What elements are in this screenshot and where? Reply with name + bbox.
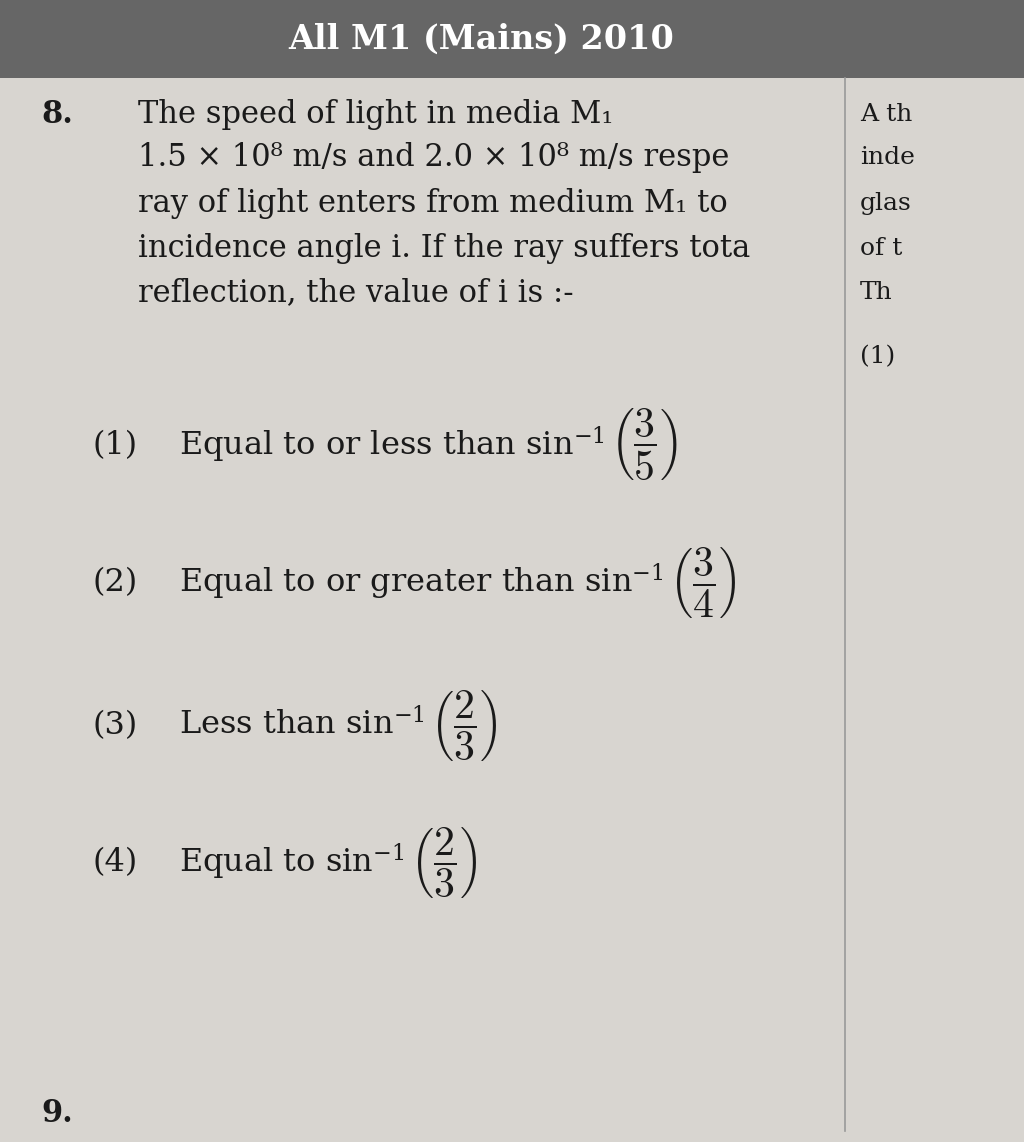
Text: reflection, the value of i is :-: reflection, the value of i is :- (138, 276, 573, 308)
Text: $\left(\dfrac{2}{3}\right)$: $\left(\dfrac{2}{3}\right)$ (430, 687, 498, 763)
Text: (2): (2) (92, 566, 137, 598)
Text: Equal to or greater than $\mathregular{sin^{-1}}$: Equal to or greater than $\mathregular{s… (179, 562, 664, 603)
Text: (4): (4) (92, 846, 137, 878)
Text: A th: A th (860, 103, 912, 126)
Text: $\left(\dfrac{2}{3}\right)$: $\left(\dfrac{2}{3}\right)$ (410, 825, 477, 900)
Text: $\left(\dfrac{3}{4}\right)$: $\left(\dfrac{3}{4}\right)$ (669, 545, 736, 620)
Text: 1.5 × 10⁸ m/s and 2.0 × 10⁸ m/s respe: 1.5 × 10⁸ m/s and 2.0 × 10⁸ m/s respe (138, 142, 730, 174)
Text: (1): (1) (92, 429, 137, 461)
Text: of t: of t (860, 238, 902, 260)
Text: Equal to or less than $\mathregular{sin^{-1}}$: Equal to or less than $\mathregular{sin^… (179, 425, 605, 466)
Text: incidence angle i. If the ray suffers tota: incidence angle i. If the ray suffers to… (138, 233, 751, 265)
Text: The speed of light in media M₁: The speed of light in media M₁ (138, 98, 613, 130)
Text: Equal to $\mathregular{sin^{-1}}$: Equal to $\mathregular{sin^{-1}}$ (179, 842, 404, 883)
Text: $\left(\dfrac{3}{5}\right)$: $\left(\dfrac{3}{5}\right)$ (610, 408, 679, 483)
Text: Less than $\mathregular{sin^{-1}}$: Less than $\mathregular{sin^{-1}}$ (179, 709, 425, 741)
Text: Th: Th (860, 281, 893, 304)
Bar (0, 0, 1024, 78)
Text: ray of light enters from medium M₁ to: ray of light enters from medium M₁ to (138, 187, 728, 219)
Text: (3): (3) (92, 709, 137, 741)
Text: inde: inde (860, 146, 915, 169)
Text: All M1 (Mains) 2010: All M1 (Mains) 2010 (289, 23, 674, 55)
Text: 8.: 8. (41, 98, 73, 130)
Text: glas: glas (860, 192, 912, 215)
Text: (1): (1) (860, 345, 895, 368)
Text: 9.: 9. (41, 1097, 73, 1129)
